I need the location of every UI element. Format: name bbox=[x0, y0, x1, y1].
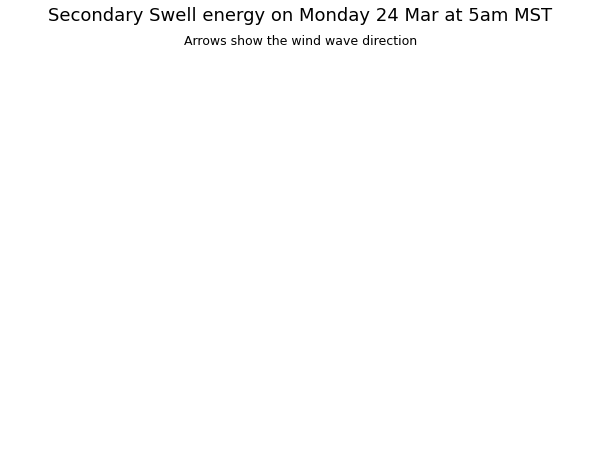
Text: Requires cartopy: Requires cartopy bbox=[242, 251, 359, 265]
Text: Secondary Swell energy on Monday 24 Mar at 5am MST: Secondary Swell energy on Monday 24 Mar … bbox=[49, 7, 552, 25]
Text: Arrows show the wind wave direction: Arrows show the wind wave direction bbox=[184, 35, 417, 48]
